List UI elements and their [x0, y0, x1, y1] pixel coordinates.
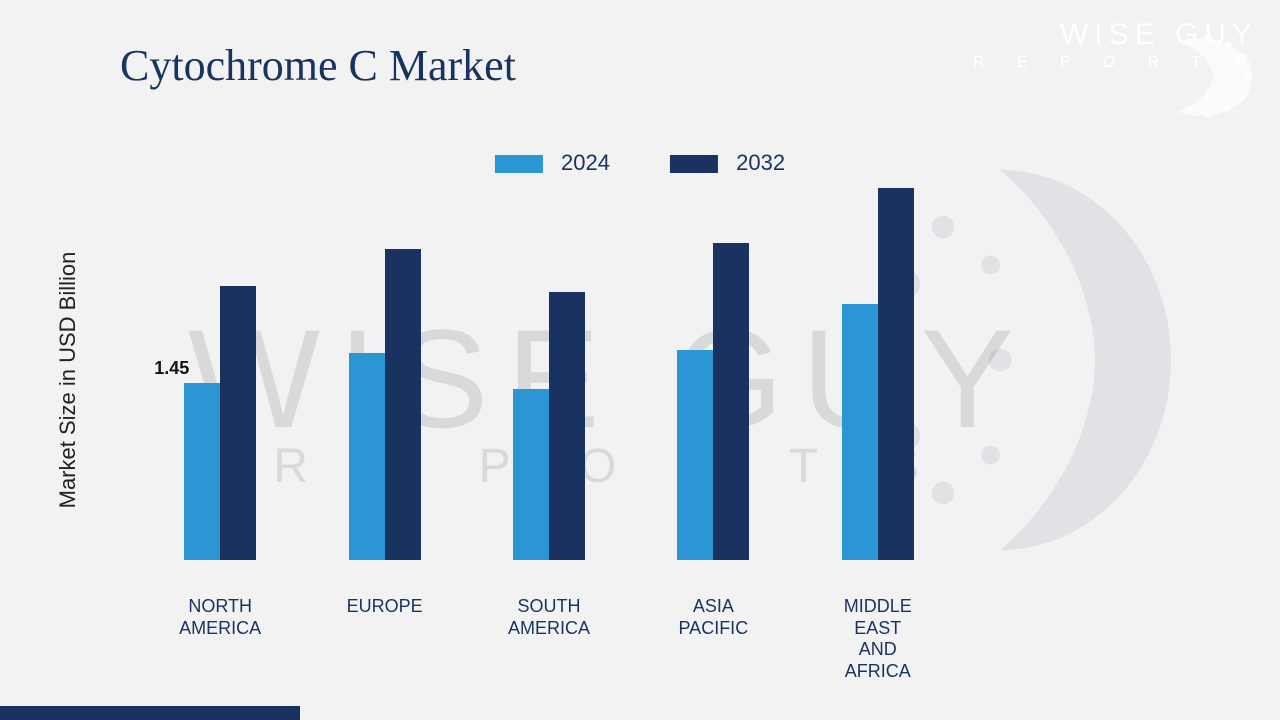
x-axis-labels: NORTHAMERICA EUROPE SOUTHAMERICA ASIAPACIFI…	[138, 590, 960, 682]
bar	[677, 350, 713, 560]
bar-group: 1.45	[160, 286, 280, 560]
report-figure: WISE GUY R E P O R T S Cytochrome C Mark…	[0, 0, 1280, 720]
brand-dots-icon	[1158, 32, 1258, 122]
x-tick-label: ASIAPACIFIC	[653, 596, 773, 682]
plot-area: 1.45	[138, 170, 960, 560]
bar	[513, 389, 549, 560]
x-tick-label: SOUTHAMERICA	[489, 596, 609, 682]
bar	[842, 304, 878, 560]
bar	[549, 292, 585, 560]
bar	[713, 243, 749, 560]
footer-accent-bar	[0, 706, 300, 720]
bar-group	[325, 249, 445, 560]
y-axis-label: Market Size in USD Billion	[55, 252, 81, 509]
bar-group	[818, 188, 938, 560]
chart-title: Cytochrome C Market	[120, 40, 516, 91]
bar	[220, 286, 256, 560]
bar	[385, 249, 421, 560]
bar	[349, 353, 385, 560]
bar	[184, 383, 220, 560]
bar-value-label: 1.45	[154, 358, 189, 379]
bar	[878, 188, 914, 560]
brand-logo: WISE GUY R E P O R T S	[973, 18, 1258, 72]
x-tick-label: MIDDLEEASTANDAFRICA	[818, 596, 938, 682]
x-tick-label: EUROPE	[325, 596, 445, 682]
bar-group	[653, 243, 773, 560]
bar-chart: 1.45 NORTHAMERICAEUROPESOUTHAMERICAASIAP…	[90, 170, 960, 590]
bars-row: 1.45	[138, 170, 960, 560]
bar-group	[489, 292, 609, 560]
x-tick-label: NORTHAMERICA	[160, 596, 280, 682]
